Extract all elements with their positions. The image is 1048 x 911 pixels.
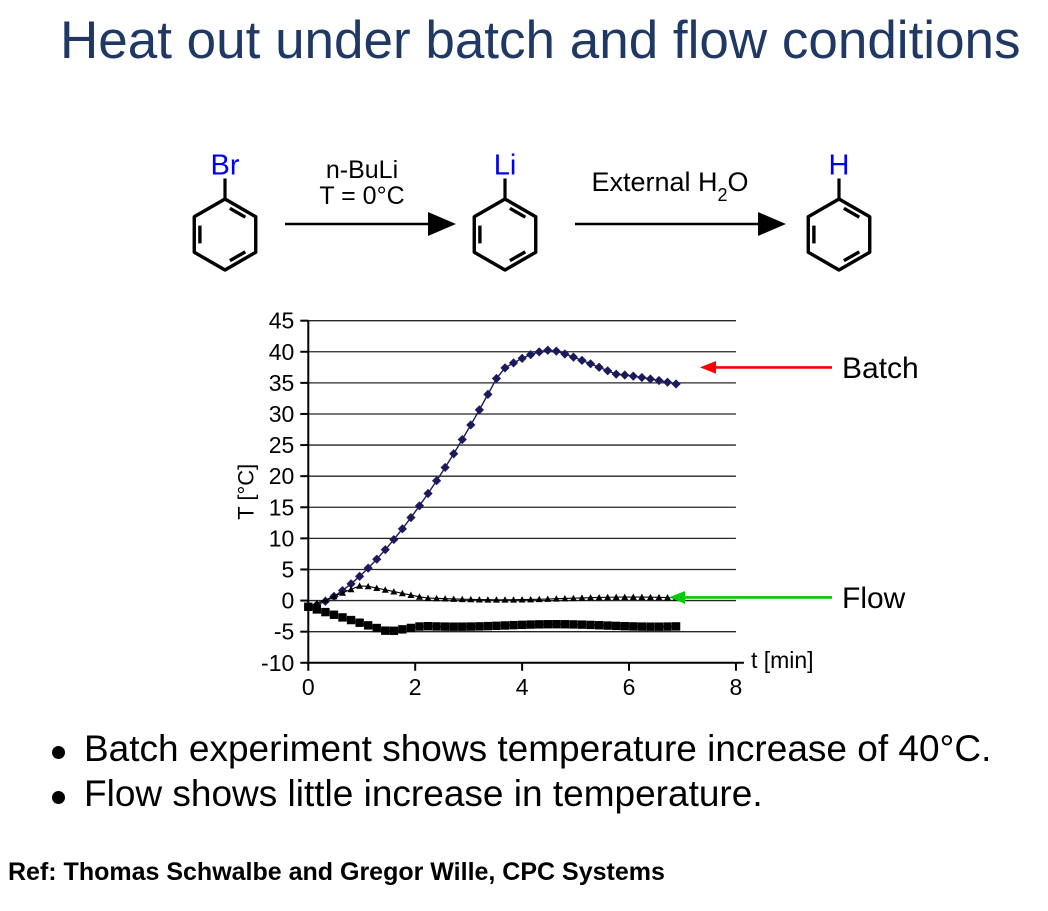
svg-text:-5: -5 bbox=[274, 619, 294, 645]
svg-text:40: 40 bbox=[269, 339, 295, 365]
svg-text:0: 0 bbox=[282, 588, 295, 614]
svg-text:20: 20 bbox=[269, 463, 295, 489]
svg-text:0: 0 bbox=[302, 674, 315, 700]
svg-text:6: 6 bbox=[623, 674, 636, 700]
svg-text:5: 5 bbox=[282, 556, 295, 582]
svg-text:8: 8 bbox=[730, 674, 743, 700]
svg-text:Batch: Batch bbox=[842, 352, 919, 385]
svg-text:4: 4 bbox=[516, 674, 529, 700]
svg-text:25: 25 bbox=[269, 432, 295, 458]
svg-text:10: 10 bbox=[269, 525, 295, 551]
svg-text:t [min]: t [min] bbox=[751, 647, 814, 673]
svg-text:Flow: Flow bbox=[842, 582, 906, 615]
svg-text:45: 45 bbox=[269, 308, 295, 334]
svg-text:2: 2 bbox=[409, 674, 422, 700]
svg-text:35: 35 bbox=[269, 370, 295, 396]
svg-text:15: 15 bbox=[269, 494, 295, 520]
svg-text:-10: -10 bbox=[261, 650, 294, 676]
svg-text:T [°C]: T [°C] bbox=[233, 464, 258, 520]
svg-text:30: 30 bbox=[269, 401, 295, 427]
